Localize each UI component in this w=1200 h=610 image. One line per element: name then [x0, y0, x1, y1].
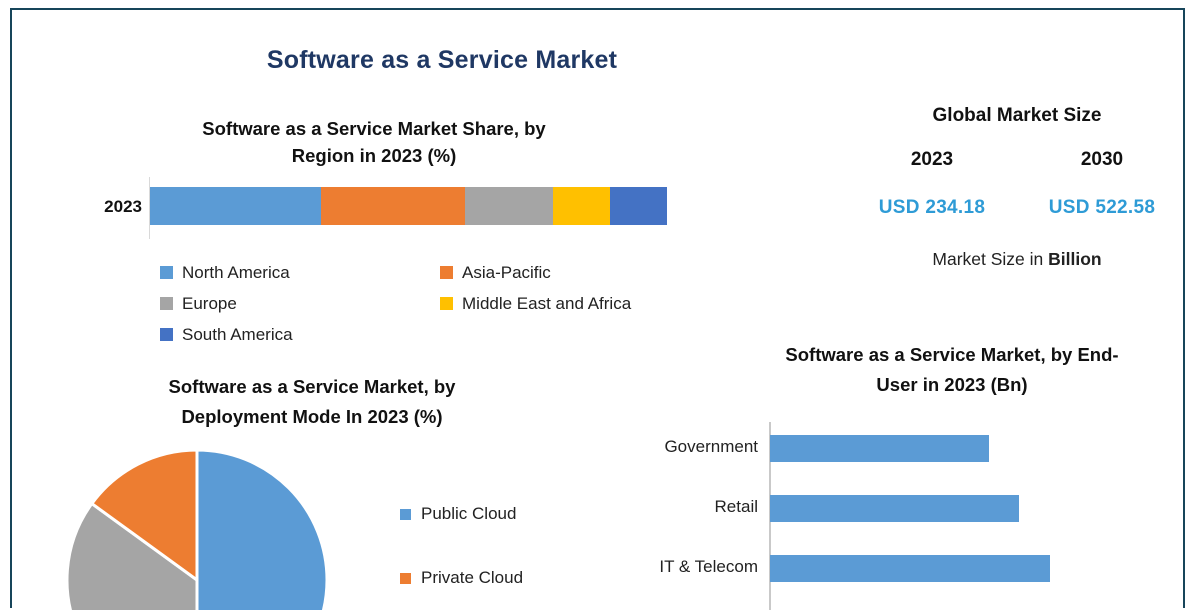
region-segment-south-america: [610, 187, 667, 225]
region-chart-title-line1: Software as a Service Market Share, by: [202, 118, 546, 139]
region-category-label: 2023: [104, 197, 142, 216]
region-legend-item-europe: Europe: [160, 288, 440, 319]
region-legend-item-north-america: North America: [160, 257, 440, 288]
region-legend-label: South America: [182, 324, 293, 344]
region-legend-label: Middle East and Africa: [462, 293, 632, 313]
deployment-chart-title-line2: Deployment Mode In 2023 (%): [181, 406, 443, 427]
region-segment-north-america: [150, 187, 321, 225]
region-stacked-bar: [150, 187, 667, 225]
region-legend-spacer: [440, 319, 720, 350]
market-size-unit-note: Market Size in Billion: [847, 249, 1187, 270]
deployment-legend-item-public-cloud: Public Cloud: [400, 482, 590, 546]
market-size-year-2030: 2030: [1080, 149, 1124, 170]
global-market-size-values: USD 234.18 USD 522.58: [847, 197, 1187, 219]
cropped-top-text: [987, 7, 1147, 21]
legend-swatch-icon: [160, 328, 173, 341]
region-share-chart: Software as a Service Market Share, by R…: [42, 115, 702, 239]
deployment-legend-label: Public Cloud: [421, 504, 517, 523]
page-title: Software as a Service Market: [266, 46, 618, 74]
legend-swatch-icon: [400, 572, 411, 584]
end-user-chart-title-line2: User in 2023 (Bn): [876, 374, 1028, 395]
deployment-chart-title: Software as a Service Market, by Deploym…: [67, 372, 557, 432]
end-user-row-government: Government: [612, 435, 1197, 462]
region-plot-area: 2023: [42, 177, 702, 239]
region-legend: North America Asia-Pacific Europe Middle Ea…: [160, 257, 720, 350]
deployment-legend-label: Private Cloud: [421, 568, 524, 587]
end-user-row-retail: Retail: [612, 495, 1197, 522]
market-size-unit-bold: Billion: [1048, 249, 1102, 269]
region-legend-item-middle-east-and-africa: Middle East and Africa: [440, 288, 720, 319]
region-chart-title-line2: Region in 2023 (%): [291, 145, 457, 166]
pie-slice-hybrid-cloud: [67, 501, 199, 610]
market-size-value-2023: USD 234.18: [878, 197, 986, 218]
legend-swatch-icon: [400, 508, 411, 520]
market-size-year-2023: 2023: [910, 149, 954, 170]
legend-swatch-icon: [160, 266, 173, 279]
end-user-bar-it-telecom: [770, 555, 1050, 582]
region-legend-item-asia-pacific: Asia-Pacific: [440, 257, 720, 288]
deployment-pie-chart: [67, 450, 327, 610]
legend-swatch-icon: [160, 297, 173, 310]
end-user-category-label: IT & Telecom: [659, 557, 758, 576]
region-legend-label: Asia-Pacific: [462, 262, 551, 282]
region-segment-asia-pacific: [320, 187, 466, 225]
deployment-chart-title-line1: Software as a Service Market, by: [168, 376, 456, 397]
global-market-size-panel: Global Market Size 2023 2030 USD 234.18 …: [847, 105, 1187, 270]
region-legend-label: North America: [182, 262, 290, 282]
region-legend-label: Europe: [182, 293, 237, 313]
end-user-bar-retail: [770, 495, 1020, 522]
region-chart-title: Software as a Service Market Share, by R…: [64, 115, 684, 169]
end-user-chart-title: Software as a Service Market, by End- Us…: [712, 340, 1192, 400]
infographic-frame: Software as a Service Market Software as…: [10, 7, 1187, 610]
region-value-axis: [149, 177, 150, 239]
market-size-value-2030: USD 522.58: [1048, 197, 1156, 218]
market-size-unit-prefix: Market Size in: [932, 249, 1049, 269]
legend-swatch-icon: [440, 297, 453, 310]
end-user-bar-government: [770, 435, 989, 462]
end-user-category-label: Retail: [714, 497, 758, 516]
end-user-plot-area: Government Retail IT & Telecom: [612, 422, 1197, 610]
region-legend-item-south-america: South America: [160, 319, 440, 350]
deployment-legend-item-private-cloud: Private Cloud: [400, 546, 590, 610]
end-user-category-label: Government: [664, 437, 758, 456]
region-segment-europe: [465, 187, 554, 225]
deployment-pie-svg: [67, 450, 327, 610]
end-user-chart-title-line1: Software as a Service Market, by End-: [785, 344, 1119, 365]
legend-swatch-icon: [440, 266, 453, 279]
global-market-size-title: Global Market Size: [932, 105, 1102, 126]
end-user-category-axis: [769, 422, 771, 610]
global-market-size-years: 2023 2030: [847, 149, 1187, 171]
pie-slice-private-cloud: [89, 450, 199, 583]
region-segment-middle-east-and-africa: [553, 187, 611, 225]
deployment-legend: Public Cloud Private Cloud: [400, 482, 590, 610]
end-user-row-it-telecom: IT & Telecom: [612, 555, 1197, 582]
pie-slice-public-cloud: [195, 450, 327, 610]
